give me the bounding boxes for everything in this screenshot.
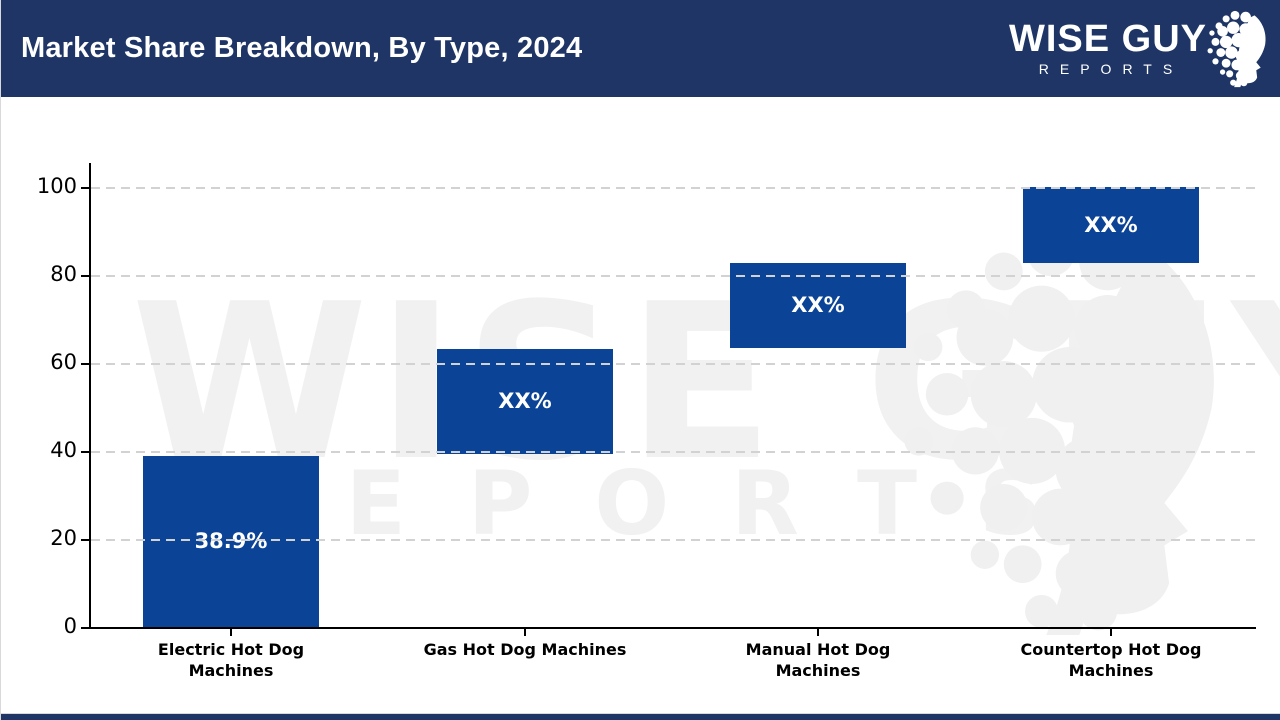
x-tick-mark bbox=[1110, 629, 1112, 636]
x-tick-mark bbox=[524, 629, 526, 636]
page: Market Share Breakdown, By Type, 2024 WI… bbox=[0, 0, 1280, 720]
y-tick-mark bbox=[81, 539, 89, 541]
bar-value-label: 38.9% bbox=[195, 529, 268, 553]
y-tick-label: 20 bbox=[17, 526, 77, 550]
y-tick-mark bbox=[81, 363, 89, 365]
y-tick-label: 40 bbox=[17, 438, 77, 462]
y-tick-mark bbox=[81, 627, 89, 629]
gridline bbox=[91, 451, 1256, 453]
y-tick-label: 80 bbox=[17, 262, 77, 286]
gridline bbox=[91, 539, 1256, 541]
gridline bbox=[91, 187, 1256, 189]
y-tick-mark bbox=[81, 187, 89, 189]
watermark-head-icon bbox=[881, 217, 1221, 647]
y-tick-mark bbox=[81, 275, 89, 277]
bar-segment: 38.9% bbox=[143, 456, 319, 627]
header-bar: Market Share Breakdown, By Type, 2024 WI… bbox=[1, 0, 1280, 97]
gridline bbox=[91, 275, 1256, 277]
gridline bbox=[91, 363, 1256, 365]
category-label: Electric Hot Dog Machines bbox=[116, 640, 346, 682]
y-tick-label: 0 bbox=[17, 614, 77, 638]
page-title: Market Share Breakdown, By Type, 2024 bbox=[1, 32, 582, 65]
y-tick-mark bbox=[81, 451, 89, 453]
brand-logo: WISE GUY REPORTS bbox=[1009, 10, 1280, 88]
footer-bar bbox=[1, 713, 1280, 720]
brand-logo-line1: WISE GUY bbox=[1009, 20, 1207, 58]
bar-segment: XX% bbox=[1023, 187, 1199, 263]
category-label: Countertop Hot Dog Machines bbox=[996, 640, 1226, 682]
bar-value-label: XX% bbox=[1084, 213, 1137, 237]
x-tick-mark bbox=[230, 629, 232, 636]
logo-head-icon bbox=[1203, 10, 1267, 88]
category-label: Manual Hot Dog Machines bbox=[703, 640, 933, 682]
category-label: Gas Hot Dog Machines bbox=[410, 640, 640, 661]
brand-logo-line2: REPORTS bbox=[1033, 61, 1183, 77]
y-axis-line bbox=[89, 163, 91, 629]
brand-logo-text: WISE GUY REPORTS bbox=[1009, 20, 1207, 77]
y-tick-label: 100 bbox=[17, 174, 77, 198]
x-tick-mark bbox=[817, 629, 819, 636]
bar-value-label: XX% bbox=[791, 293, 844, 317]
y-tick-label: 60 bbox=[17, 350, 77, 374]
x-axis-line bbox=[89, 627, 1256, 629]
bar-value-label: XX% bbox=[498, 389, 551, 413]
chart-area: WISE GUY REPORTS 02040608010038.9%Electr… bbox=[1, 97, 1280, 714]
